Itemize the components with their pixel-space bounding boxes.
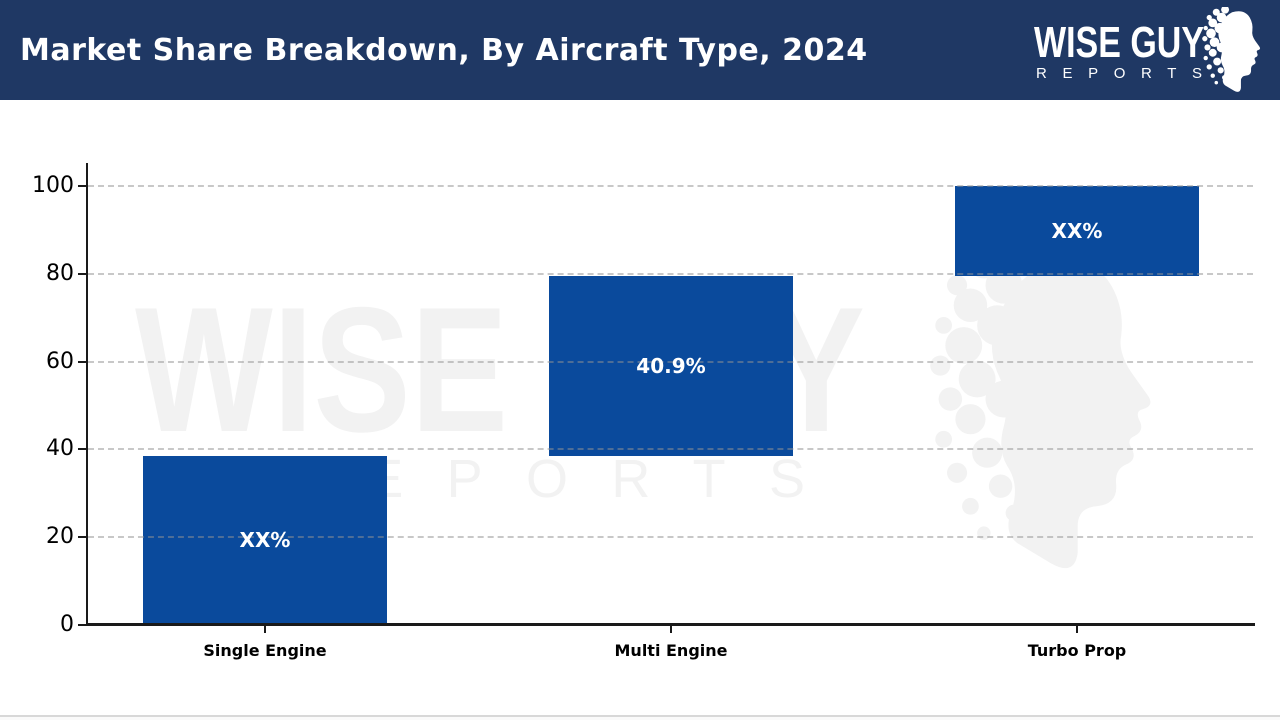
y-tick-label-0: 0 [60, 612, 74, 637]
bar-value-label-multi-engine: 40.9% [636, 354, 706, 379]
bar-value-label-single-engine: XX% [239, 528, 291, 553]
x-tick-label-single-engine: Single Engine [203, 641, 327, 660]
y-tick-label-100: 100 [32, 173, 74, 198]
y-tick-mark-0 [78, 624, 86, 626]
y-tick-label-60: 60 [46, 349, 74, 374]
y-tick-label-80: 80 [46, 261, 74, 286]
gridline-100 [88, 185, 1253, 187]
y-tick-label-40: 40 [46, 436, 74, 461]
wiseguy-logo: WISE GUY REPORTS [1034, 7, 1261, 92]
y-tick-mark-40 [78, 448, 86, 450]
bar-single-engine [143, 455, 387, 625]
x-tick-mark-turbo-prop [1076, 626, 1078, 633]
y-tick-label-20: 20 [46, 524, 74, 549]
bar-multi-engine [549, 276, 793, 456]
gridline-60 [88, 361, 1253, 363]
bottom-divider [0, 715, 1280, 717]
chart-title: Market Share Breakdown, By Aircraft Type… [20, 32, 868, 68]
x-axis-line [86, 623, 1255, 626]
bottom-edge [0, 717, 1280, 720]
x-tick-label-multi-engine: Multi Engine [614, 641, 728, 660]
gridline-40 [88, 448, 1253, 450]
y-tick-mark-80 [78, 273, 86, 275]
gridline-20 [88, 536, 1253, 538]
bar-turbo-prop [955, 186, 1199, 277]
y-tick-mark-100 [78, 185, 86, 187]
y-axis-line [86, 163, 88, 625]
y-tick-mark-20 [78, 536, 86, 538]
y-tick-mark-60 [78, 361, 86, 363]
bar-value-label-turbo-prop: XX% [1051, 219, 1103, 244]
header-bar: Market Share Breakdown, By Aircraft Type… [0, 0, 1280, 100]
x-tick-label-turbo-prop: Turbo Prop [1027, 641, 1127, 660]
x-tick-mark-multi-engine [670, 626, 672, 633]
x-tick-mark-single-engine [264, 626, 266, 633]
logo-text-main: WISE GUY [1034, 18, 1204, 67]
gridline-80 [88, 273, 1253, 275]
